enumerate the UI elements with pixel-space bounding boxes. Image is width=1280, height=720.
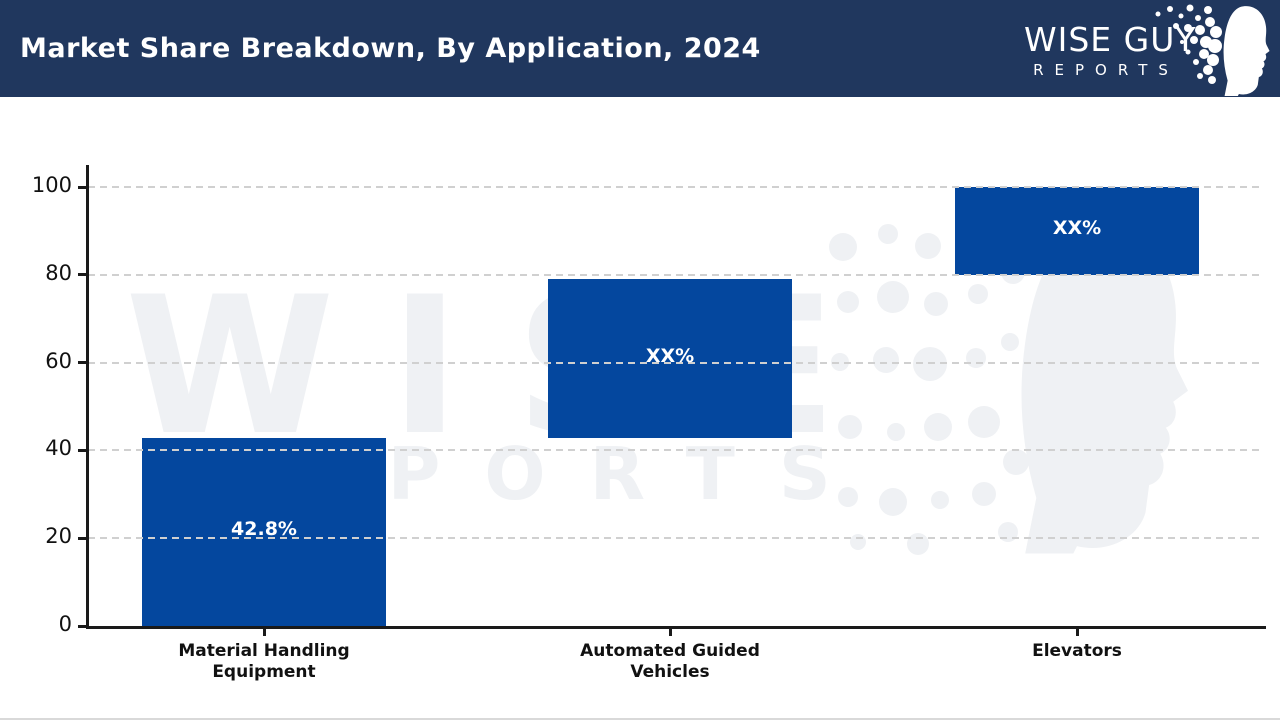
gridline: [88, 537, 1264, 540]
bottom-edge-rule: [0, 718, 1280, 720]
y-axis-tick: [78, 448, 88, 452]
y-axis-tick: [78, 273, 88, 277]
category-label-line: Elevators: [1032, 641, 1122, 661]
brand-wiseguy-label: WISE GUY: [1024, 20, 1197, 59]
y-tick-label: 0: [58, 612, 72, 636]
y-tick-label: 20: [45, 524, 72, 549]
x-axis-spine: [86, 626, 1266, 629]
y-axis-tick: [78, 185, 88, 189]
category-label: Material Handling Equipment: [104, 641, 424, 684]
brand-logo: WISE GUY REPORTS: [1024, 0, 1274, 97]
bar-value-label: XX%: [645, 344, 695, 367]
y-tick-label: 60: [45, 348, 72, 373]
header-bar: Market Share Breakdown, By Application, …: [0, 0, 1280, 97]
y-tick-label: 80: [45, 260, 72, 285]
y-axis-tick: [78, 624, 88, 628]
y-axis-tick: [78, 361, 88, 365]
y-tick-label: 40: [45, 436, 72, 461]
gridline: [88, 186, 1264, 188]
brand-logo-text: WISE GUY REPORTS: [1024, 20, 1197, 79]
y-tick-label: 100: [31, 173, 72, 197]
page-title: Market Share Breakdown, By Application, …: [20, 33, 761, 64]
brand-head-profile-icon: [1155, 4, 1270, 96]
bar-segment: [142, 438, 386, 626]
gridline: [88, 273, 1264, 276]
bar-value-label: XX%: [1052, 216, 1102, 239]
category-label-line: Automated Guided: [580, 641, 760, 661]
x-axis-tick: [668, 628, 672, 636]
gridline: [88, 361, 1264, 364]
category-label: Automated Guided Vehicles: [510, 641, 830, 684]
y-axis-spine: [86, 165, 89, 628]
gridline: [88, 449, 1264, 452]
category-label-line: Equipment: [212, 662, 316, 683]
brand-reports-label: REPORTS: [1033, 61, 1179, 79]
x-axis-tick: [1075, 628, 1079, 636]
y-axis-tick: [78, 536, 88, 540]
bar-value-label: 42.8%: [231, 518, 297, 541]
category-label-line: Vehicles: [630, 662, 710, 683]
bar-segment: [548, 279, 792, 439]
category-label: Elevators: [917, 641, 1237, 662]
x-axis-tick: [262, 628, 266, 636]
category-label-line: Material Handling: [178, 641, 350, 661]
